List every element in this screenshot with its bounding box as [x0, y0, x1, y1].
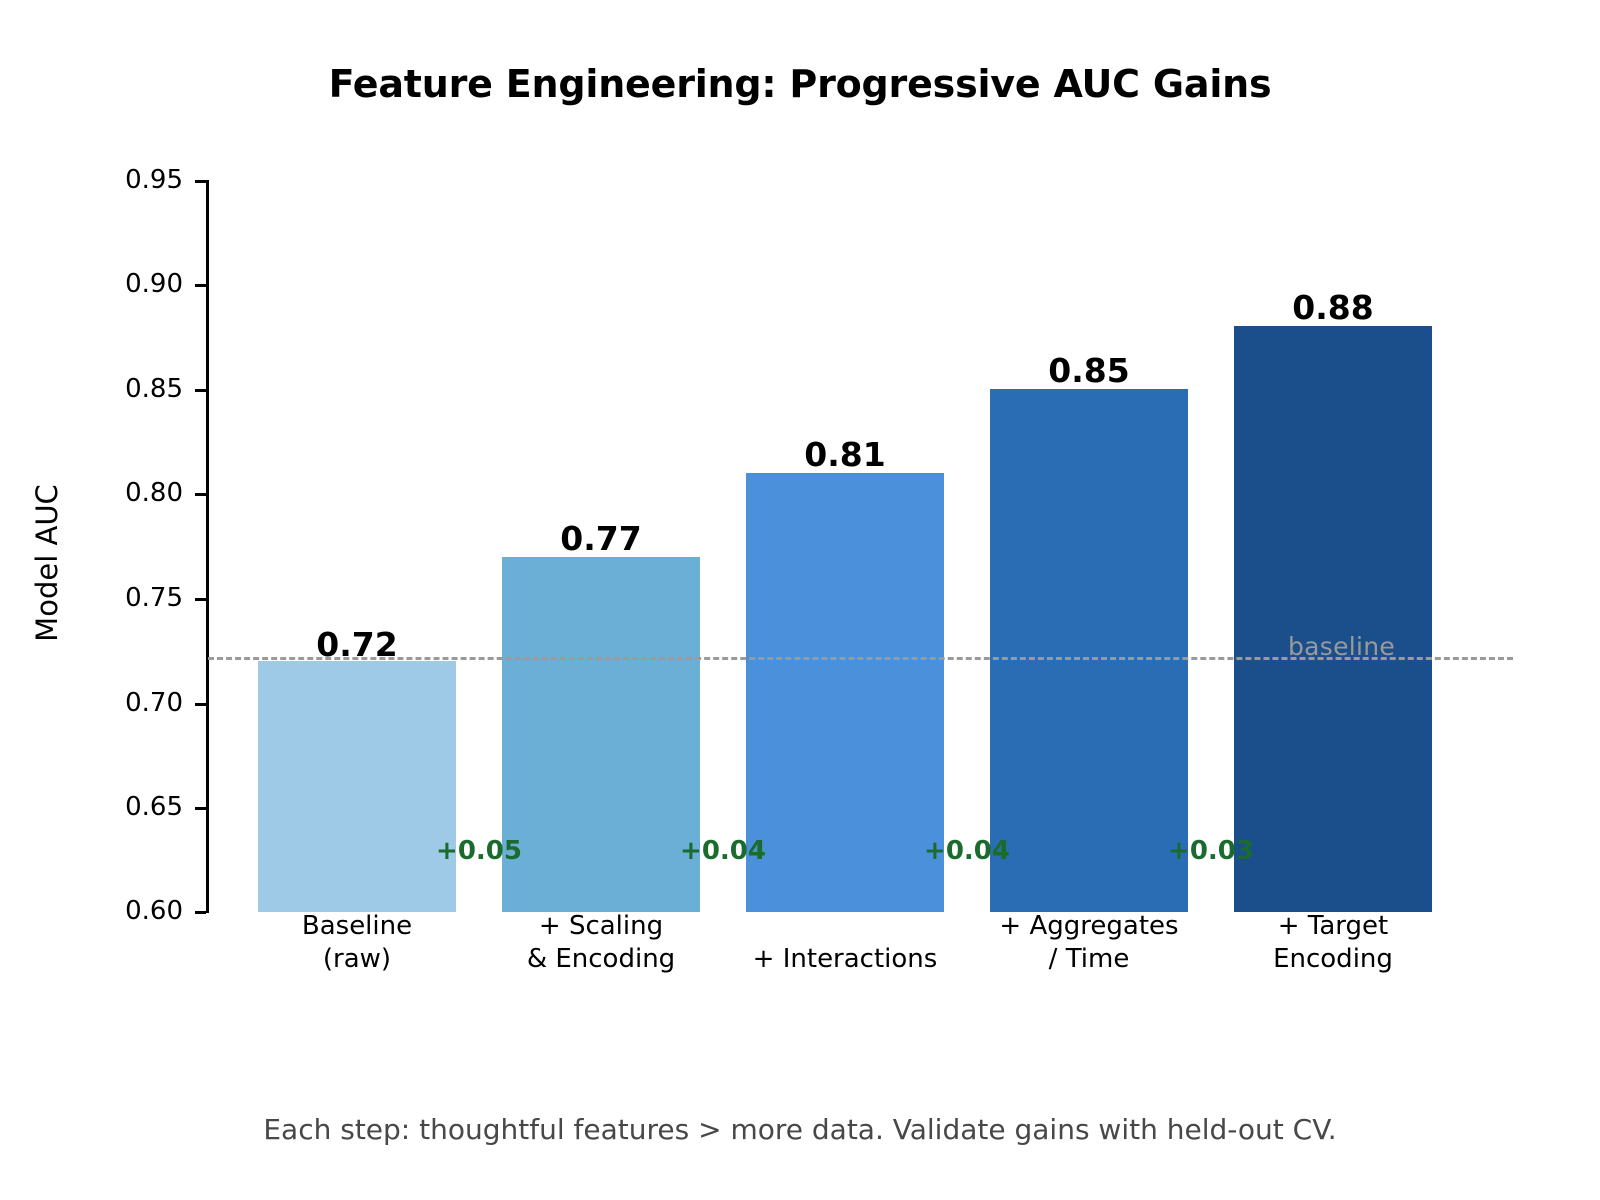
delta-label-2-to-3: +0.04	[924, 836, 1010, 866]
footer-note: Each step: thoughtful features > more da…	[263, 1113, 1337, 1146]
bar-value-label: 0.85	[1048, 351, 1130, 390]
y-tick-mark	[195, 180, 206, 183]
baseline-reference-label: baseline	[1288, 632, 1396, 661]
bar-aggregates-time[interactable]	[990, 389, 1188, 912]
y-tick-mark	[195, 911, 206, 914]
y-tick-label: 0.80	[125, 478, 183, 508]
bar-scaling-encoding[interactable]	[502, 557, 700, 912]
bar-value-label: 0.72	[316, 625, 398, 664]
delta-label-1-to-2: +0.04	[680, 836, 766, 866]
bar-value-label: 0.81	[804, 435, 886, 474]
bar-target-encoding[interactable]	[1234, 326, 1432, 912]
y-tick-mark	[195, 493, 206, 496]
plot-area	[208, 180, 1513, 912]
delta-label-0-to-1: +0.05	[436, 836, 522, 866]
y-tick-label: 0.70	[125, 688, 183, 718]
y-tick-mark	[195, 703, 206, 706]
y-tick-label: 0.60	[125, 896, 183, 926]
y-tick-label: 0.95	[125, 165, 183, 195]
y-tick-mark	[195, 284, 206, 287]
x-tick-label-interactions: + Interactions	[752, 944, 938, 974]
baseline-reference-line	[208, 657, 1513, 660]
y-tick-mark	[195, 598, 206, 601]
y-tick-mark	[195, 807, 206, 810]
y-tick-mark	[195, 389, 206, 392]
x-tick-label-baseline-raw: Baseline (raw)	[301, 911, 413, 975]
y-axis-label: Model AUC	[30, 484, 64, 642]
bar-baseline-raw[interactable]	[258, 661, 456, 912]
chart-title: Feature Engineering: Progressive AUC Gai…	[328, 62, 1272, 106]
delta-label-3-to-4: +0.03	[1168, 836, 1254, 866]
y-tick-label: 0.65	[125, 792, 183, 822]
x-tick-label-target-encoding: + Target Encoding	[1273, 911, 1393, 975]
x-tick-label-scaling-encoding: + Scaling & Encoding	[526, 911, 676, 975]
bar-interactions[interactable]	[746, 473, 944, 912]
y-tick-label: 0.75	[125, 583, 183, 613]
y-axis-spine	[206, 180, 209, 913]
x-tick-label-aggregates-time: + Aggregates / Time	[999, 911, 1179, 975]
y-tick-label: 0.85	[125, 374, 183, 404]
bar-value-label: 0.88	[1292, 288, 1374, 327]
bar-value-label: 0.77	[560, 519, 642, 558]
y-tick-label: 0.90	[125, 269, 183, 299]
